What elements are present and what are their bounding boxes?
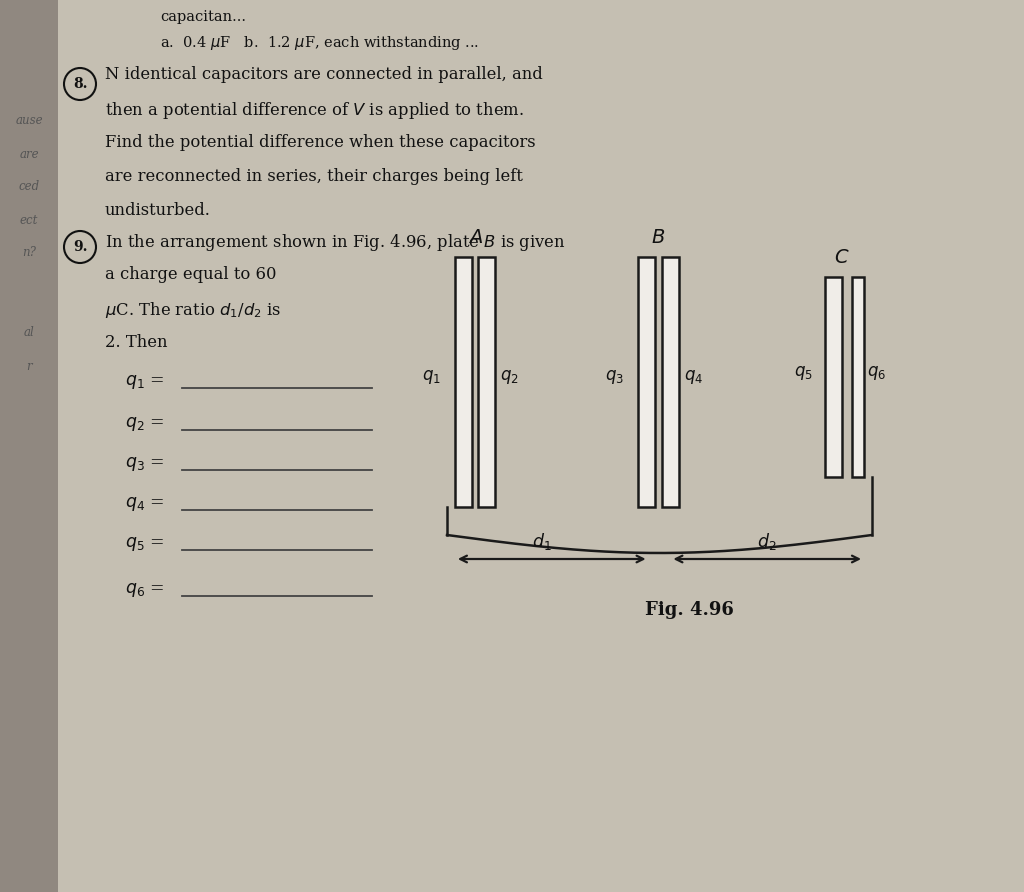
Text: $q_2$: $q_2$ xyxy=(500,368,519,386)
Bar xyxy=(638,257,655,507)
Text: then a potential difference of $V$ is applied to them.: then a potential difference of $V$ is ap… xyxy=(105,100,524,121)
Text: $d_1$: $d_1$ xyxy=(531,531,552,552)
Text: $q_1$ =: $q_1$ = xyxy=(125,373,165,391)
Text: $q_5$: $q_5$ xyxy=(794,364,813,382)
Text: Fig. 4.96: Fig. 4.96 xyxy=(645,601,734,619)
Text: N identical capacitors are connected in parallel, and: N identical capacitors are connected in … xyxy=(105,66,543,83)
Text: $q_2$ =: $q_2$ = xyxy=(125,415,165,433)
Text: $q_5$ =: $q_5$ = xyxy=(125,535,165,553)
Text: $q_4$: $q_4$ xyxy=(684,368,703,386)
Bar xyxy=(0,0,58,892)
Text: $q_1$: $q_1$ xyxy=(422,368,441,386)
Text: $q_6$ =: $q_6$ = xyxy=(125,581,165,599)
Text: are reconnected in series, their charges being left: are reconnected in series, their charges… xyxy=(105,168,523,185)
Bar xyxy=(825,277,842,477)
Text: a.  0.4 $\mu$F   b.  1.2 $\mu$F, each withstanding ...: a. 0.4 $\mu$F b. 1.2 $\mu$F, each withst… xyxy=(160,34,479,52)
Text: r: r xyxy=(27,360,32,374)
Text: n?: n? xyxy=(23,245,36,259)
Text: 8.: 8. xyxy=(73,77,87,91)
Text: 9.: 9. xyxy=(73,240,87,254)
Text: ause: ause xyxy=(15,113,43,127)
Bar xyxy=(662,257,679,507)
Text: capacitan...: capacitan... xyxy=(160,10,246,24)
Text: Find the potential difference when these capacitors: Find the potential difference when these… xyxy=(105,134,536,151)
Text: undisturbed.: undisturbed. xyxy=(105,202,211,219)
Text: al: al xyxy=(24,326,35,338)
Text: $q_3$ =: $q_3$ = xyxy=(125,455,165,473)
Text: $q_6$: $q_6$ xyxy=(867,364,886,382)
Text: $q_4$ =: $q_4$ = xyxy=(125,495,165,513)
Bar xyxy=(455,257,472,507)
Bar xyxy=(852,277,864,477)
Text: $d_2$: $d_2$ xyxy=(758,531,777,552)
Text: $\mu$C. The ratio $d_1$/$d_2$ is: $\mu$C. The ratio $d_1$/$d_2$ is xyxy=(105,300,282,320)
Text: $A$: $A$ xyxy=(468,229,483,247)
Text: $C$: $C$ xyxy=(834,249,849,267)
Text: ect: ect xyxy=(19,213,38,227)
Text: In the arrangement shown in Fig. 4.96, plate $B$ is given: In the arrangement shown in Fig. 4.96, p… xyxy=(105,232,565,253)
Text: 2. Then: 2. Then xyxy=(105,334,168,351)
Text: $B$: $B$ xyxy=(651,229,666,247)
Bar xyxy=(478,257,495,507)
Text: a charge equal to 60: a charge equal to 60 xyxy=(105,266,276,283)
Text: are: are xyxy=(19,147,39,161)
Text: $q_3$: $q_3$ xyxy=(605,368,624,386)
Text: ced: ced xyxy=(18,180,40,194)
